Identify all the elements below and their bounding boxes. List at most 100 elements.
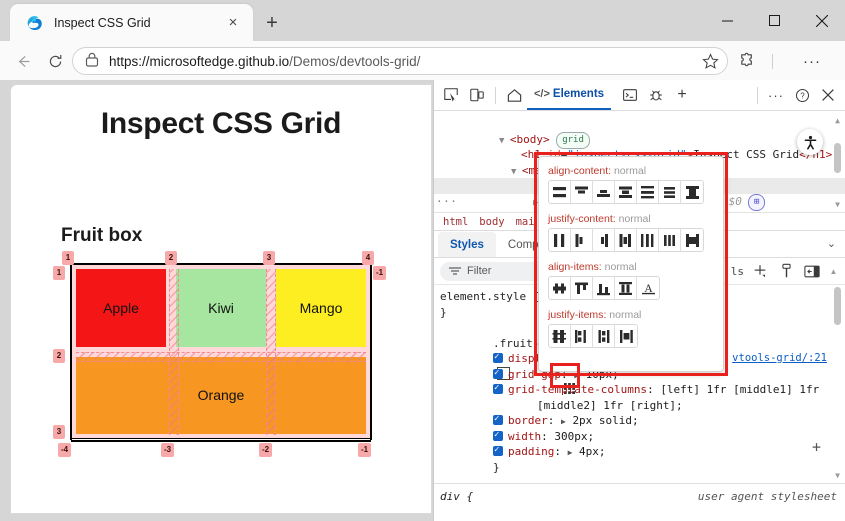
code-icon: </> xyxy=(534,88,550,100)
bug-icon[interactable] xyxy=(643,83,669,107)
justify-content-stretch-icon[interactable] xyxy=(681,229,703,251)
help-icon[interactable]: ? xyxy=(789,83,815,107)
align-content-space-between-icon[interactable] xyxy=(637,181,659,203)
declaration-border[interactable]: border: ▶ 2px solid; xyxy=(440,398,845,428)
devtools-close-button[interactable] xyxy=(815,83,841,107)
align-items-baseline-icon[interactable]: A xyxy=(637,277,659,299)
align-content-stretch-icon[interactable] xyxy=(681,181,703,203)
declaration-checkbox[interactable] xyxy=(492,412,503,428)
grid-cell: Orange xyxy=(76,356,366,434)
declaration-checkbox[interactable] xyxy=(492,366,503,381)
justify-content-end-icon[interactable] xyxy=(593,229,615,251)
expand-triangle-icon[interactable]: ▶ xyxy=(560,417,566,426)
home-icon[interactable] xyxy=(501,83,527,107)
filter-placeholder: Filter xyxy=(467,265,492,277)
fruit-box-heading: Fruit box xyxy=(61,225,143,246)
maximize-button[interactable] xyxy=(751,0,798,41)
expand-arrow-icon[interactable]: ▼ xyxy=(498,135,510,146)
grid-badge-icon[interactable] xyxy=(496,366,576,394)
close-button[interactable] xyxy=(798,0,845,41)
devtools-more-button[interactable]: ··· xyxy=(768,87,784,103)
user-agent-rule[interactable]: user agent stylesheet div { xyxy=(434,483,845,521)
url-path: /Demos/devtools-grid/ xyxy=(289,53,421,69)
accessibility-icon[interactable] xyxy=(797,129,823,155)
reload-button[interactable] xyxy=(42,48,68,74)
address-bar[interactable]: https://microsoftedge.github.io/Demos/de… xyxy=(72,47,728,75)
grid-badge[interactable]: ⊞ xyxy=(747,193,766,211)
justify-content-start-icon[interactable] xyxy=(571,229,593,251)
align-items-normal-icon[interactable] xyxy=(549,277,571,299)
rendered-page: Inspect CSS Grid Fruit box Apple Kiwi Ma… xyxy=(11,107,431,513)
fruit-box-grid: Apple Kiwi Mango Orange xyxy=(71,264,371,439)
rules-scroll-thumb[interactable] xyxy=(834,287,841,325)
align-content-end-icon[interactable] xyxy=(593,181,615,203)
console-icon[interactable] xyxy=(617,83,643,107)
star-icon[interactable] xyxy=(701,52,721,72)
align-items-start-icon[interactable] xyxy=(571,277,593,299)
align-items-end-icon[interactable] xyxy=(593,277,615,299)
dom-row-more-icon[interactable]: ··· xyxy=(436,194,458,208)
dom-row[interactable]: ▼ <body> grid xyxy=(434,116,845,149)
device-emulation-icon[interactable] xyxy=(464,83,490,107)
align-content-start-icon[interactable] xyxy=(571,181,593,203)
breadcrumb-item-html[interactable]: html xyxy=(443,215,469,228)
grid-line-number: -2 xyxy=(259,443,273,457)
declaration-checkbox[interactable] xyxy=(492,443,503,459)
browser-menu-button[interactable]: ··· xyxy=(803,52,821,70)
dom-scrollbar[interactable]: ▲ ▼ xyxy=(832,113,843,210)
justify-items-center-icon[interactable] xyxy=(615,325,637,347)
rules-scrollbar[interactable]: ▼ xyxy=(832,287,843,519)
new-style-rule-icon[interactable] xyxy=(750,261,770,281)
declaration-checkbox[interactable] xyxy=(492,350,503,366)
dom-scroll-thumb[interactable] xyxy=(834,142,841,173)
justify-items-normal-icon[interactable] xyxy=(549,325,571,347)
scroll-up-arrow[interactable]: ▲ xyxy=(835,116,840,125)
navigation-bar: https://microsoftedge.github.io/Demos/de… xyxy=(0,41,845,80)
align-content-space-around-icon[interactable] xyxy=(659,181,681,203)
justify-content-space-between-icon[interactable] xyxy=(637,229,659,251)
justify-items-start-icon[interactable] xyxy=(571,325,593,347)
grid-line-number: 1 xyxy=(53,266,65,280)
grid-cell: Apple xyxy=(76,269,166,347)
computed-styles-icon[interactable] xyxy=(776,261,796,281)
rule-source-link[interactable]: vtools-grid/:21 xyxy=(732,352,827,364)
declaration-width[interactable]: width: 300px; xyxy=(440,413,845,443)
chevron-down-icon[interactable]: ⌄ xyxy=(826,238,836,250)
rules-scroll-down-arrow[interactable]: ▼ xyxy=(835,470,840,480)
grid-line-number: 2 xyxy=(53,349,65,363)
back-button[interactable] xyxy=(10,48,36,74)
tab-styles[interactable]: Styles xyxy=(438,232,496,257)
breadcrumb-item-body[interactable]: body xyxy=(479,215,505,228)
justify-content-space-around-icon[interactable] xyxy=(659,229,681,251)
alignment-editor-popup[interactable]: align-content: normal justify-content: n… xyxy=(538,156,724,372)
tab-close-icon[interactable]: × xyxy=(228,14,238,31)
minimize-button[interactable] xyxy=(704,0,751,41)
expand-arrow-icon[interactable]: ▼ xyxy=(510,166,522,177)
browser-tab[interactable]: Inspect CSS Grid × xyxy=(10,4,253,41)
expand-triangle-icon[interactable]: ▶ xyxy=(567,448,573,457)
inspect-element-icon[interactable] xyxy=(438,83,464,107)
align-content-center-icon[interactable] xyxy=(615,181,637,203)
declaration-padding[interactable]: padding: ▶ 4px; xyxy=(440,429,845,459)
tab-elements[interactable]: </> Elements xyxy=(527,81,612,110)
breadcrumb-item-main[interactable]: mai xyxy=(515,215,535,228)
window-controls xyxy=(704,0,845,41)
declaration-checkbox[interactable] xyxy=(492,381,503,397)
align-items-center-icon[interactable] xyxy=(615,277,637,299)
declaration-checkbox[interactable] xyxy=(492,428,503,443)
toggle-sidebar-icon[interactable] xyxy=(802,261,822,281)
justify-content-center-icon[interactable] xyxy=(615,229,637,251)
new-tab-button[interactable]: + xyxy=(266,11,278,34)
add-declaration-button[interactable]: + xyxy=(811,438,821,456)
declaration-grid-template-columns[interactable]: grid-template-columns: [left] 1fr [middl… xyxy=(440,367,845,397)
grid-badge[interactable]: grid xyxy=(556,131,590,149)
filter-cls-label[interactable]: ls xyxy=(730,264,744,278)
styles-scroll-up-arrow[interactable]: ▲ xyxy=(829,266,838,276)
justify-content-normal-icon[interactable] xyxy=(549,229,571,251)
align-content-normal-icon[interactable] xyxy=(549,181,571,203)
justify-items-end-icon[interactable] xyxy=(593,325,615,347)
scroll-down-arrow[interactable]: ▼ xyxy=(835,199,840,209)
extensions-icon[interactable] xyxy=(738,52,757,71)
add-tool-button[interactable]: + xyxy=(677,86,687,103)
dom-row[interactable]: <h1 id="inspect-css-grid">Inspect CSS Gr… xyxy=(520,148,833,161)
